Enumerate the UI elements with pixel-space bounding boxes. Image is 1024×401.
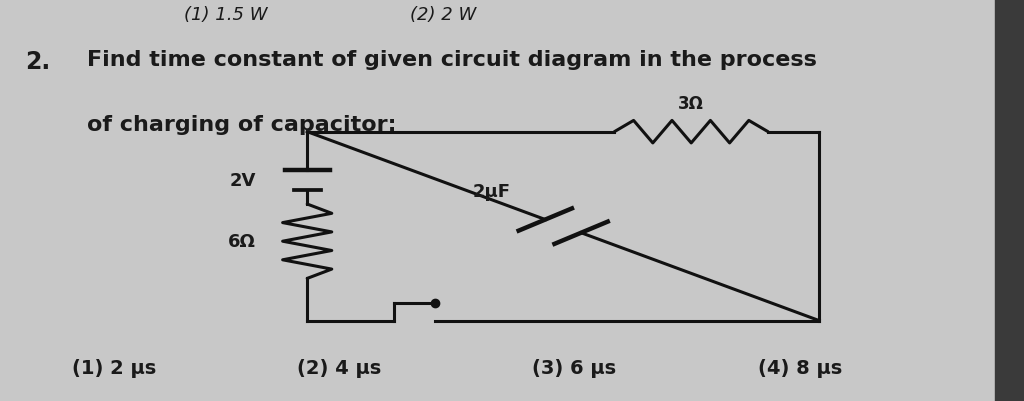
Text: 2V: 2V	[229, 172, 256, 189]
Text: (1) 2 μs: (1) 2 μs	[72, 358, 156, 377]
Text: 2.: 2.	[26, 50, 51, 74]
Text: 6Ω: 6Ω	[228, 233, 256, 251]
Text: (1) 1.5 W: (1) 1.5 W	[184, 6, 268, 24]
Text: of charging of capacitor:: of charging of capacitor:	[87, 114, 396, 134]
Text: (2) 2 W: (2) 2 W	[410, 6, 476, 24]
Text: (4) 8 μs: (4) 8 μs	[758, 358, 842, 377]
Text: (3) 6 μs: (3) 6 μs	[532, 358, 616, 377]
Text: Find time constant of given circuit diagram in the process: Find time constant of given circuit diag…	[87, 50, 817, 70]
Text: (2) 4 μs: (2) 4 μs	[297, 358, 381, 377]
Text: 3Ω: 3Ω	[678, 94, 705, 112]
Text: 2μF: 2μF	[472, 182, 511, 200]
Bar	[995, 0, 1024, 401]
